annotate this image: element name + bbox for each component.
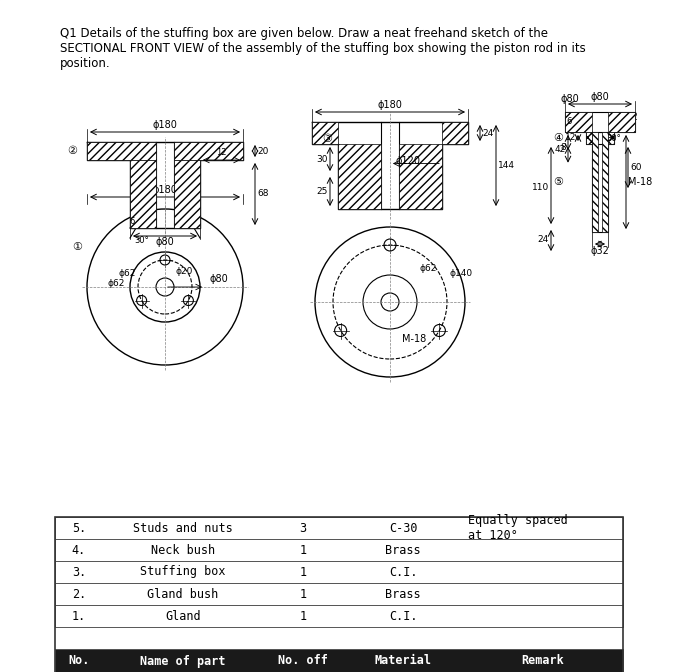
Text: C.I.: C.I.	[389, 610, 417, 622]
Text: ϕ80: ϕ80	[561, 94, 580, 104]
Text: Stuffing box: Stuffing box	[140, 566, 225, 579]
Bar	[338, 144, 381, 209]
Text: ϕ180: ϕ180	[153, 120, 177, 130]
Text: 4.: 4.	[72, 544, 86, 556]
Text: ϕ80: ϕ80	[155, 237, 174, 247]
Text: 5.: 5.	[72, 521, 86, 534]
Text: 1: 1	[300, 610, 307, 622]
Bar	[312, 122, 338, 144]
Text: 1: 1	[300, 566, 307, 579]
Text: 25: 25	[316, 187, 328, 196]
Text: 30°: 30°	[606, 134, 621, 143]
Text: ϕ180: ϕ180	[377, 100, 402, 110]
Bar	[608, 112, 635, 132]
Bar	[174, 142, 243, 160]
Text: ①: ①	[72, 242, 82, 252]
Text: ③: ③	[322, 134, 332, 144]
Text: Name of part: Name of part	[140, 655, 225, 667]
Text: M-18: M-18	[628, 177, 652, 187]
Text: ⑤: ⑤	[553, 177, 563, 187]
Text: C.I.: C.I.	[389, 566, 417, 579]
Bar	[442, 122, 468, 144]
Text: ϕ80: ϕ80	[591, 92, 610, 102]
Text: ϕ80: ϕ80	[210, 274, 229, 284]
Text: 1: 1	[300, 544, 307, 556]
Text: No. off: No. off	[278, 655, 328, 667]
Text: 3: 3	[300, 521, 307, 534]
Text: 42: 42	[554, 144, 566, 153]
Bar	[602, 132, 608, 232]
Text: ϕ62: ϕ62	[118, 269, 136, 278]
Text: 8: 8	[560, 144, 566, 153]
Text: 110: 110	[532, 183, 549, 192]
Bar	[87, 142, 156, 160]
Text: Q1 Details of the stuffing box are given below. Draw a neat freehand sketch of t: Q1 Details of the stuffing box are given…	[60, 27, 586, 70]
Text: 1.: 1.	[72, 610, 86, 622]
Text: 24: 24	[482, 128, 493, 138]
Bar	[399, 144, 442, 209]
Text: 12: 12	[565, 134, 576, 142]
Bar	[592, 132, 598, 232]
Text: Gland bush: Gland bush	[148, 587, 218, 601]
Bar	[592, 132, 608, 232]
Bar	[55, 583, 623, 605]
Bar	[55, 605, 623, 627]
Text: Material: Material	[374, 655, 431, 667]
Text: No.: No.	[69, 655, 90, 667]
Bar	[174, 160, 200, 228]
Text: 6: 6	[130, 217, 134, 226]
Bar	[565, 112, 635, 132]
Bar	[608, 132, 614, 144]
Text: M-18: M-18	[402, 334, 426, 344]
Text: 2.: 2.	[72, 587, 86, 601]
Text: ϕ120: ϕ120	[395, 157, 420, 167]
Bar	[130, 160, 156, 228]
Text: 12: 12	[216, 148, 227, 157]
Text: C-30: C-30	[389, 521, 417, 534]
Text: 144: 144	[498, 161, 515, 170]
Bar	[565, 112, 592, 132]
Bar	[55, 517, 623, 539]
Text: 3.: 3.	[72, 566, 86, 579]
Text: ϕ180: ϕ180	[153, 185, 177, 195]
Text: Studs and nuts: Studs and nuts	[133, 521, 233, 534]
Text: Remark: Remark	[522, 655, 564, 667]
Bar	[55, 649, 623, 672]
Text: Neck bush: Neck bush	[151, 544, 215, 556]
Bar	[55, 539, 623, 561]
Text: 30: 30	[316, 155, 328, 163]
Text: Brass: Brass	[385, 587, 421, 601]
Text: 20: 20	[257, 146, 268, 155]
Text: Equally spaced
at 120°: Equally spaced at 120°	[468, 514, 568, 542]
Text: 60: 60	[630, 163, 641, 171]
Text: ϕ62: ϕ62	[419, 264, 436, 273]
Text: 1: 1	[300, 587, 307, 601]
Bar	[586, 132, 592, 144]
Text: ②: ②	[67, 146, 77, 156]
Text: Brass: Brass	[385, 544, 421, 556]
Text: ϕ20: ϕ20	[176, 267, 193, 276]
Text: 24: 24	[538, 235, 549, 245]
Text: 30°: 30°	[134, 236, 148, 245]
Text: 68: 68	[257, 190, 269, 198]
Text: ϕ32: ϕ32	[591, 246, 610, 256]
Bar	[55, 561, 623, 583]
Bar	[586, 132, 614, 144]
Text: ϕ62: ϕ62	[108, 279, 125, 288]
Text: ④: ④	[553, 133, 563, 143]
Text: ϕ140: ϕ140	[449, 269, 472, 278]
Bar	[55, 517, 623, 672]
Text: ϕ62: ϕ62	[620, 112, 639, 122]
Text: 6: 6	[566, 118, 572, 126]
Text: Gland: Gland	[165, 610, 201, 622]
